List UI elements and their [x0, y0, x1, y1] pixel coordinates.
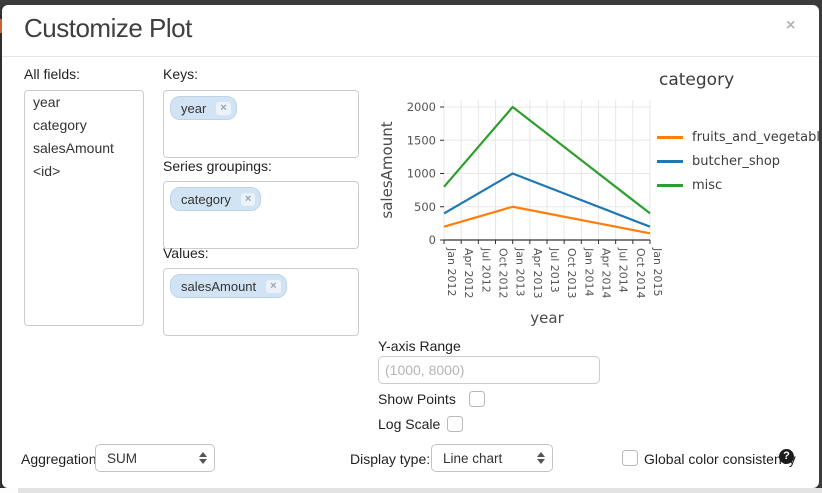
svg-text:500: 500 [414, 200, 436, 214]
svg-text:Apr 2014: Apr 2014 [600, 248, 613, 299]
question-circle-icon[interactable]: ? [779, 449, 794, 464]
keys-tag-input[interactable]: year × [163, 90, 359, 158]
tag-remove-icon[interactable]: × [240, 192, 256, 206]
page-bottom-corner [0, 488, 18, 493]
svg-text:Jul 2012: Jul 2012 [479, 247, 492, 293]
svg-text:Jan 2015: Jan 2015 [651, 247, 664, 296]
line-chart: 0 500 1000 1500 2000 Jan 2012 Apr 2012 Jul 2012… [378, 100, 664, 327]
tag-pill-label: year [181, 100, 207, 116]
legend-title: category [659, 70, 735, 90]
global-color-consistency-label: Global color consistency [644, 451, 796, 467]
legend-entry: butcher_shop [657, 154, 822, 169]
legend-swatch-icon [657, 136, 683, 139]
dialog-title: Customize Plot [24, 13, 192, 43]
keys-label: Keys: [163, 66, 199, 82]
log-scale-checkbox[interactable] [447, 416, 463, 432]
display-type-select-value: Line chart [443, 450, 503, 466]
svg-text:Jul 2013: Jul 2013 [548, 247, 561, 293]
svg-text:Jan 2012: Jan 2012 [445, 247, 458, 296]
aggregation-select-value: SUM [107, 450, 137, 466]
display-type-select[interactable]: Line chart [431, 444, 553, 472]
series-groupings-label: Series groupings: [163, 158, 272, 174]
svg-text:Jul 2014: Jul 2014 [617, 247, 630, 293]
page-right-edge [819, 5, 822, 488]
tag-remove-icon[interactable]: × [216, 101, 231, 115]
global-color-consistency-checkbox[interactable] [622, 450, 638, 466]
field-item[interactable]: <id> [33, 163, 61, 179]
chart-legend: category fruits_and_vegetables butcher_sh… [657, 70, 822, 202]
close-icon[interactable]: × [786, 17, 796, 34]
tag-remove-icon[interactable]: × [266, 279, 281, 293]
svg-text:year: year [530, 309, 564, 327]
legend-entry: fruits_and_vegetables [657, 130, 822, 145]
svg-text:Oct 2014: Oct 2014 [634, 248, 647, 299]
tag-pill: category × [170, 187, 262, 211]
select-arrows-icon [537, 452, 545, 464]
svg-text:2000: 2000 [407, 100, 436, 114]
series-groupings-tag-input[interactable]: category × [163, 181, 359, 249]
field-item[interactable]: salesAmount [33, 140, 114, 156]
svg-text:0: 0 [429, 233, 436, 247]
legend-entry-label: fruits_and_vegetables [692, 130, 822, 145]
tag-pill-label: salesAmount [181, 278, 257, 294]
svg-text:Oct 2012: Oct 2012 [497, 248, 510, 299]
legend-entry-label: butcher_shop [692, 154, 781, 169]
y-axis-range-input[interactable] [378, 356, 600, 384]
modal-header [2, 5, 819, 57]
page-left-accent [0, 19, 2, 33]
svg-text:Oct 2013: Oct 2013 [565, 248, 578, 299]
svg-text:1500: 1500 [407, 133, 436, 147]
svg-text:salesAmount: salesAmount [378, 121, 396, 218]
svg-text:Jan 2013: Jan 2013 [514, 247, 527, 296]
svg-text:Apr 2012: Apr 2012 [462, 248, 475, 299]
aggregation-select[interactable]: SUM [95, 444, 215, 472]
show-points-checkbox[interactable] [469, 391, 485, 407]
values-tag-input[interactable]: salesAmount × [163, 268, 359, 336]
all-fields-listbox[interactable]: year category salesAmount <id> [24, 90, 144, 326]
tag-pill: year × [170, 96, 237, 120]
legend-swatch-icon [657, 160, 683, 163]
page-bottom-edge [0, 488, 822, 493]
tag-pill: salesAmount × [170, 274, 287, 298]
svg-text:1000: 1000 [407, 167, 436, 181]
legend-swatch-icon [657, 184, 683, 187]
all-fields-label: All fields: [24, 66, 81, 82]
select-arrows-icon [199, 452, 207, 464]
show-points-label: Show Points [378, 391, 456, 407]
tag-pill-label: category [181, 191, 231, 207]
svg-text:Apr 2013: Apr 2013 [531, 248, 544, 299]
log-scale-label: Log Scale [378, 416, 441, 432]
svg-text:Jan 2014: Jan 2014 [582, 247, 595, 296]
aggregation-label: Aggregation: [21, 451, 101, 467]
page-top-edge [0, 0, 822, 5]
field-item[interactable]: category [33, 117, 87, 133]
legend-entry: misc [657, 178, 822, 193]
field-item[interactable]: year [33, 94, 61, 110]
display-type-label: Display type: [350, 451, 431, 467]
legend-entry-label: misc [692, 178, 723, 193]
y-axis-range-label: Y-axis Range [378, 338, 461, 354]
values-label: Values: [163, 245, 209, 261]
